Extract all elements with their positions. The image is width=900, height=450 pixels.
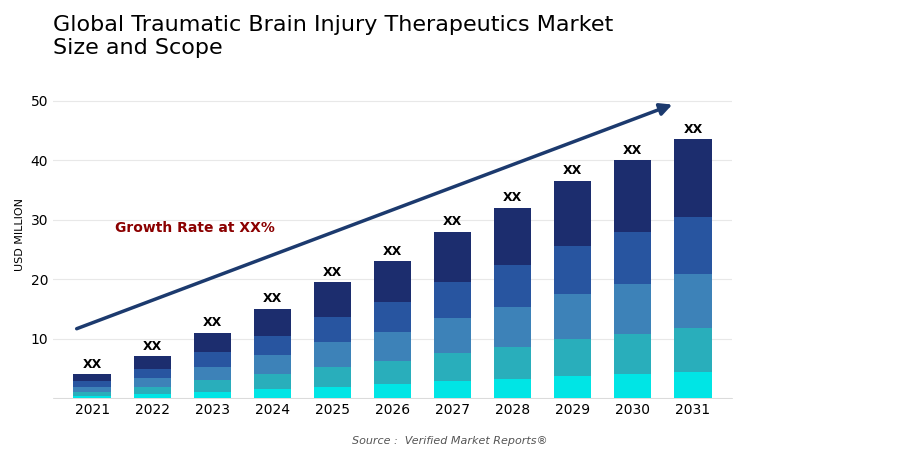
Bar xyxy=(494,265,531,307)
Bar xyxy=(133,394,171,398)
Y-axis label: USD MILLION: USD MILLION xyxy=(15,198,25,271)
Text: XX: XX xyxy=(623,144,643,157)
Bar xyxy=(614,374,652,398)
Bar xyxy=(374,333,411,361)
Bar xyxy=(254,336,291,356)
Bar xyxy=(314,282,351,317)
Bar xyxy=(554,376,591,398)
Bar xyxy=(194,333,231,352)
Text: XX: XX xyxy=(83,358,102,371)
Bar xyxy=(674,372,712,398)
Bar xyxy=(194,352,231,367)
Text: XX: XX xyxy=(202,316,222,329)
Bar xyxy=(614,334,652,374)
Bar xyxy=(674,328,712,372)
Bar xyxy=(494,208,531,265)
Bar xyxy=(254,374,291,389)
Bar xyxy=(74,387,111,392)
Bar xyxy=(614,232,652,284)
Text: XX: XX xyxy=(323,266,342,279)
Bar xyxy=(74,382,111,387)
Bar xyxy=(554,294,591,339)
Bar xyxy=(494,307,531,347)
Bar xyxy=(74,392,111,396)
Text: XX: XX xyxy=(263,292,282,305)
Bar xyxy=(194,367,231,380)
Text: XX: XX xyxy=(443,215,463,228)
Bar xyxy=(434,232,472,282)
Bar xyxy=(374,261,411,302)
Bar xyxy=(133,356,171,369)
Bar xyxy=(74,374,111,382)
Text: XX: XX xyxy=(142,340,162,353)
Text: XX: XX xyxy=(503,191,522,204)
Bar xyxy=(494,379,531,398)
Bar xyxy=(494,347,531,379)
Bar xyxy=(434,353,472,382)
Bar xyxy=(434,382,472,398)
Bar xyxy=(314,367,351,387)
Bar xyxy=(74,396,111,398)
Text: XX: XX xyxy=(382,245,402,258)
Bar xyxy=(554,181,591,246)
Bar xyxy=(194,392,231,398)
Bar xyxy=(434,282,472,318)
Bar xyxy=(133,387,171,394)
Bar xyxy=(133,369,171,378)
Bar xyxy=(254,389,291,398)
Bar xyxy=(254,356,291,374)
Text: Global Traumatic Brain Injury Therapeutics Market
Size and Scope: Global Traumatic Brain Injury Therapeuti… xyxy=(53,15,613,58)
Bar xyxy=(314,342,351,367)
Bar xyxy=(434,318,472,353)
Bar xyxy=(674,140,712,217)
Text: XX: XX xyxy=(683,123,703,136)
Bar xyxy=(374,384,411,398)
Bar xyxy=(554,339,591,376)
Bar xyxy=(374,302,411,333)
Text: XX: XX xyxy=(563,164,582,177)
Text: Growth Rate at XX%: Growth Rate at XX% xyxy=(115,220,274,234)
Text: Source :  Verified Market Reports®: Source : Verified Market Reports® xyxy=(352,436,548,446)
Bar xyxy=(314,387,351,398)
Bar xyxy=(614,160,652,232)
Bar xyxy=(133,378,171,387)
Bar xyxy=(554,246,591,294)
Bar xyxy=(194,380,231,392)
Bar xyxy=(674,217,712,274)
Bar xyxy=(374,361,411,384)
Bar xyxy=(614,284,652,334)
Bar xyxy=(314,317,351,342)
Bar xyxy=(674,274,712,328)
Bar xyxy=(254,309,291,336)
